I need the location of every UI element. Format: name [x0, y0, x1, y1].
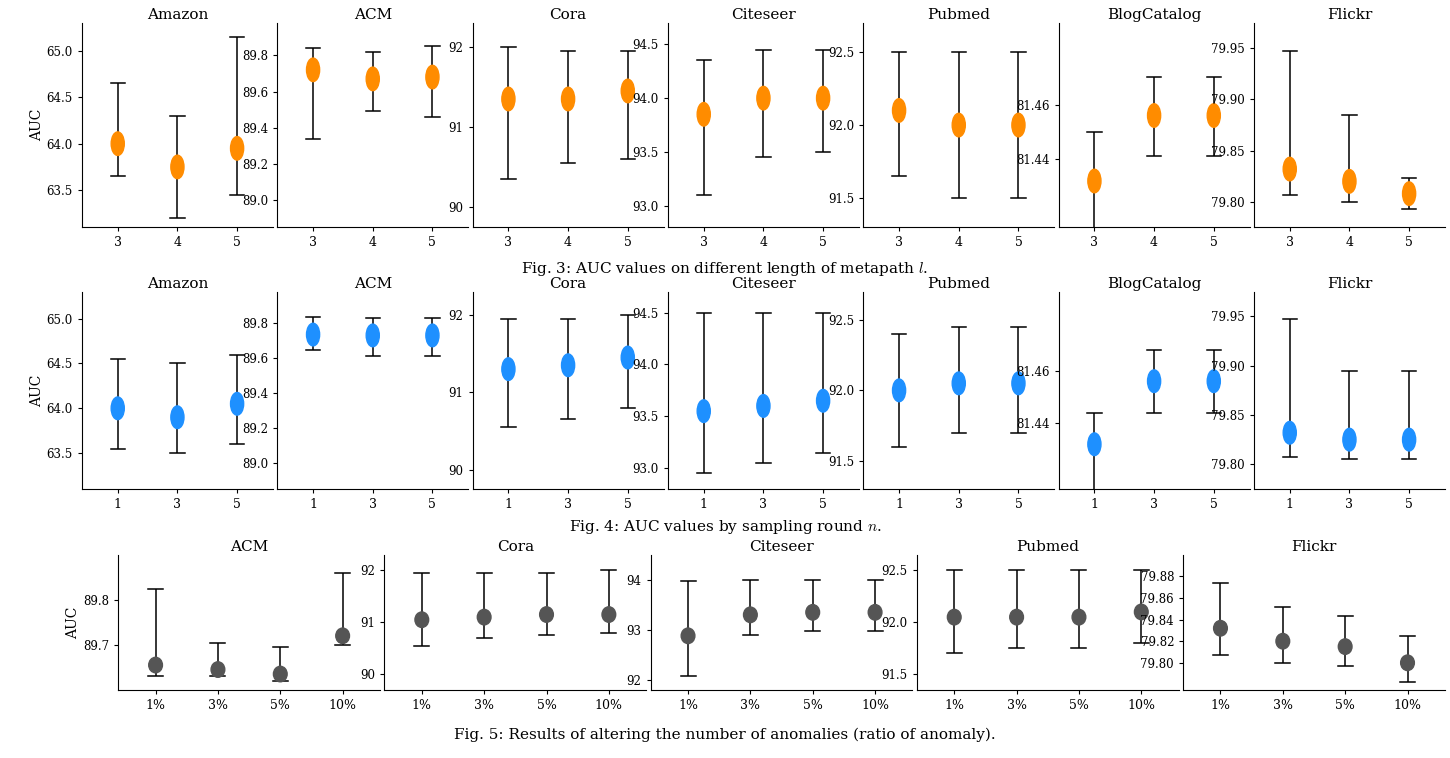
Ellipse shape: [306, 58, 319, 82]
Title: Citeseer: Citeseer: [731, 277, 796, 290]
Ellipse shape: [502, 358, 515, 381]
Ellipse shape: [539, 606, 554, 622]
Text: Fig. 3: AUC values on different length of metapath $l$.: Fig. 3: AUC values on different length o…: [522, 260, 928, 278]
Ellipse shape: [757, 86, 770, 110]
Title: Cora: Cora: [497, 540, 534, 553]
Title: Cora: Cora: [550, 8, 587, 21]
Ellipse shape: [1012, 372, 1025, 395]
Ellipse shape: [274, 666, 287, 681]
Ellipse shape: [367, 324, 380, 346]
Ellipse shape: [682, 628, 695, 644]
Ellipse shape: [869, 605, 882, 620]
Ellipse shape: [1402, 428, 1415, 451]
Ellipse shape: [1401, 655, 1414, 671]
Ellipse shape: [561, 87, 574, 111]
Ellipse shape: [1088, 169, 1101, 193]
Y-axis label: AUC: AUC: [67, 606, 80, 638]
Title: ACM: ACM: [354, 8, 392, 21]
Ellipse shape: [415, 612, 429, 628]
Y-axis label: AUC: AUC: [30, 374, 44, 406]
Title: ACM: ACM: [354, 277, 392, 290]
Title: Citeseer: Citeseer: [750, 540, 813, 553]
Ellipse shape: [621, 346, 634, 369]
Ellipse shape: [336, 628, 349, 644]
Ellipse shape: [231, 393, 244, 415]
Ellipse shape: [1214, 621, 1227, 636]
Ellipse shape: [1012, 113, 1025, 137]
Ellipse shape: [1072, 609, 1086, 625]
Title: Cora: Cora: [550, 277, 587, 290]
Title: Flickr: Flickr: [1327, 8, 1372, 21]
Ellipse shape: [426, 324, 439, 346]
Ellipse shape: [757, 395, 770, 417]
Ellipse shape: [171, 155, 184, 179]
Ellipse shape: [602, 606, 616, 622]
Ellipse shape: [947, 609, 961, 625]
Ellipse shape: [1147, 370, 1160, 393]
Ellipse shape: [621, 79, 634, 103]
Ellipse shape: [1009, 609, 1024, 625]
Text: Fig. 4: AUC values by sampling round $n$.: Fig. 4: AUC values by sampling round $n$…: [568, 518, 882, 536]
Ellipse shape: [112, 397, 125, 420]
Ellipse shape: [816, 86, 829, 110]
Ellipse shape: [744, 607, 757, 622]
Ellipse shape: [1134, 604, 1148, 620]
Title: Pubmed: Pubmed: [1016, 540, 1079, 553]
Ellipse shape: [149, 657, 162, 673]
Ellipse shape: [1343, 428, 1356, 451]
Ellipse shape: [697, 399, 710, 422]
Title: BlogCatalog: BlogCatalog: [1106, 8, 1201, 21]
Ellipse shape: [697, 102, 710, 126]
Title: BlogCatalog: BlogCatalog: [1106, 277, 1201, 290]
Title: Amazon: Amazon: [146, 277, 209, 290]
Ellipse shape: [1343, 170, 1356, 193]
Title: Citeseer: Citeseer: [731, 8, 796, 21]
Ellipse shape: [893, 379, 906, 402]
Ellipse shape: [1338, 639, 1351, 654]
Title: Amazon: Amazon: [146, 8, 209, 21]
Ellipse shape: [1088, 433, 1101, 456]
Ellipse shape: [426, 65, 439, 89]
Ellipse shape: [953, 372, 966, 395]
Title: Flickr: Flickr: [1292, 540, 1337, 553]
Text: Fig. 5: Results of altering the number of anomalies (ratio of anomaly).: Fig. 5: Results of altering the number o…: [454, 728, 996, 742]
Ellipse shape: [306, 323, 319, 346]
Ellipse shape: [212, 662, 225, 678]
Ellipse shape: [1276, 634, 1289, 649]
Ellipse shape: [1402, 182, 1415, 205]
Ellipse shape: [1208, 104, 1221, 127]
Ellipse shape: [816, 390, 829, 412]
Title: Pubmed: Pubmed: [927, 277, 990, 290]
Title: Pubmed: Pubmed: [927, 8, 990, 21]
Ellipse shape: [893, 99, 906, 122]
Ellipse shape: [561, 354, 574, 377]
Ellipse shape: [367, 67, 380, 91]
Ellipse shape: [171, 406, 184, 428]
Ellipse shape: [1283, 158, 1296, 181]
Title: ACM: ACM: [231, 540, 268, 553]
Ellipse shape: [477, 609, 492, 625]
Ellipse shape: [1208, 370, 1221, 393]
Ellipse shape: [112, 132, 125, 155]
Ellipse shape: [1283, 421, 1296, 444]
Ellipse shape: [502, 87, 515, 111]
Ellipse shape: [1147, 104, 1160, 127]
Ellipse shape: [231, 136, 244, 160]
Title: Flickr: Flickr: [1327, 277, 1372, 290]
Y-axis label: AUC: AUC: [30, 109, 44, 141]
Ellipse shape: [953, 113, 966, 137]
Ellipse shape: [806, 605, 819, 620]
